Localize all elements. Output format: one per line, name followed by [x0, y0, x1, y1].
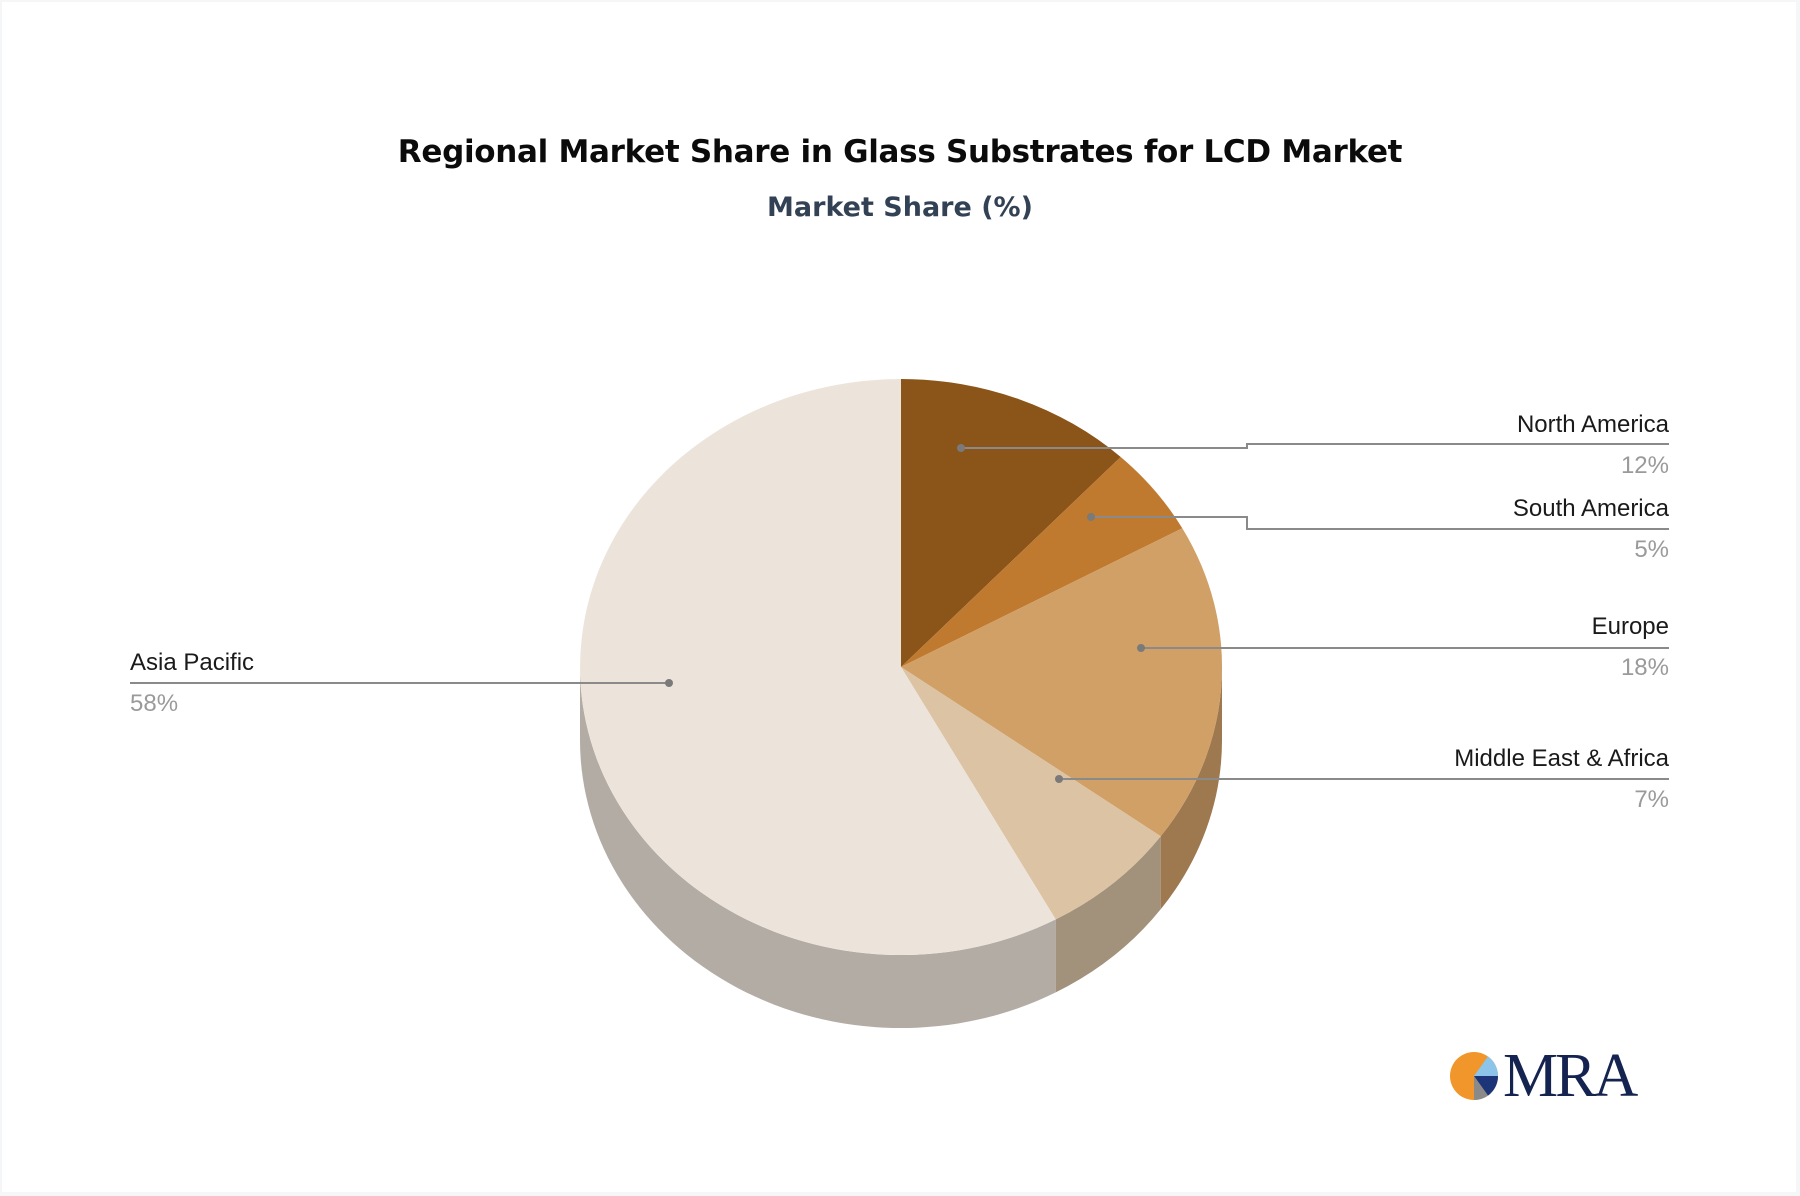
leader-dot-south-america [1087, 513, 1095, 521]
mra-logo: MRA [1448, 1040, 1648, 1112]
value-south-america: 5% [1634, 536, 1669, 563]
slice-europe[interactable] [901, 528, 1223, 837]
slice-middle-east-africa[interactable] [901, 667, 1161, 920]
slice-asia-pacific[interactable] [580, 379, 1056, 955]
label-asia-pacific: Asia Pacific [130, 649, 254, 676]
value-middle-east-africa: 7% [1634, 786, 1669, 813]
leader-dot-europe [1137, 644, 1145, 652]
slice-wall-middle-east-africa [1055, 836, 1161, 993]
label-north-america: North America [1517, 411, 1670, 438]
leader-dot-middle-east-africa [1055, 775, 1063, 783]
leader-dot-asia-pacific [665, 679, 673, 687]
logo-pie-icon [1450, 1052, 1499, 1101]
logo-text: MRA [1503, 1042, 1638, 1110]
slice-wall-europe [1160, 667, 1222, 910]
value-europe: 18% [1621, 654, 1669, 681]
label-europe: Europe [1592, 613, 1669, 640]
slice-south-america[interactable] [901, 457, 1183, 667]
leader-line-north-america [961, 443, 1669, 449]
slice-wall-asia-pacific [580, 667, 1056, 1029]
value-north-america: 12% [1621, 452, 1669, 479]
label-middle-east-africa: Middle East & Africa [1454, 745, 1669, 772]
value-asia-pacific: 58% [130, 690, 178, 717]
slice-north-america[interactable] [901, 379, 1121, 667]
chart-title: Regional Market Share in Glass Substrate… [397, 134, 1403, 170]
chart-subtitle: Market Share (%) [767, 192, 1033, 223]
label-south-america: South America [1513, 495, 1670, 522]
leader-line-south-america [1091, 516, 1669, 530]
leader-dot-north-america [957, 444, 965, 452]
